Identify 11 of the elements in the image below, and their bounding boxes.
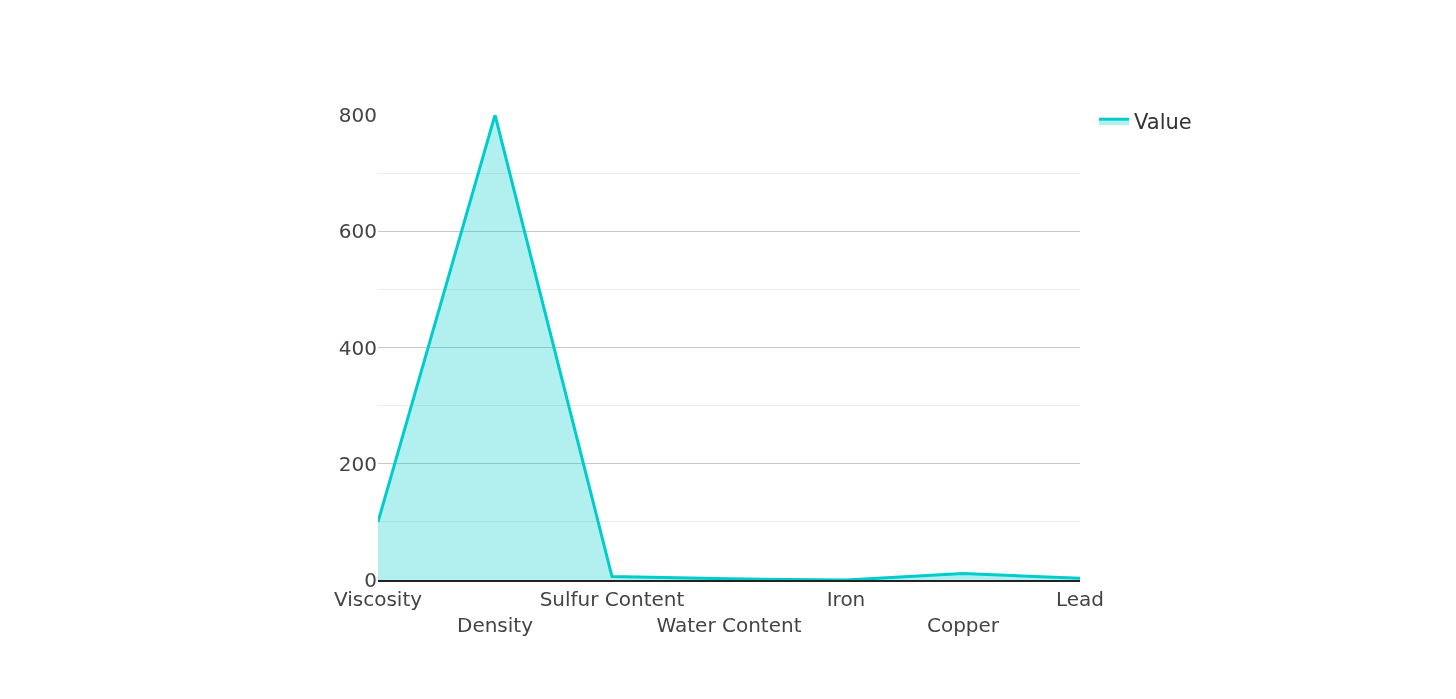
x-tick-label: Water Content (656, 613, 802, 637)
y-tick-label: 800 (338, 103, 377, 127)
y-tick-label: 600 (338, 219, 377, 244)
y-tick-label: 200 (338, 451, 377, 476)
x-tick-label: Sulfur Content (539, 587, 685, 611)
legend-label: Value (1134, 110, 1192, 135)
x-tick-label: Copper (926, 613, 1000, 637)
x-tick-label: Density (456, 613, 534, 637)
x-tick-label: Iron (826, 587, 866, 611)
x-tick-label: Lead (1055, 587, 1105, 611)
y-tick-label: 400 (338, 335, 377, 360)
